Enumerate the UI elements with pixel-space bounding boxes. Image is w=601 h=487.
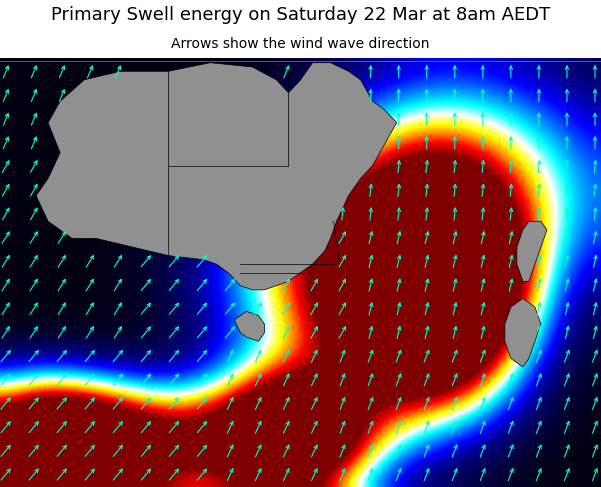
Polygon shape <box>517 221 547 281</box>
Polygon shape <box>36 63 397 290</box>
Text: Arrows show the wind wave direction: Arrows show the wind wave direction <box>171 37 430 51</box>
Polygon shape <box>234 311 264 341</box>
Polygon shape <box>505 299 541 367</box>
Text: Primary Swell energy on Saturday 22 Mar at 8am AEDT: Primary Swell energy on Saturday 22 Mar … <box>51 6 550 23</box>
